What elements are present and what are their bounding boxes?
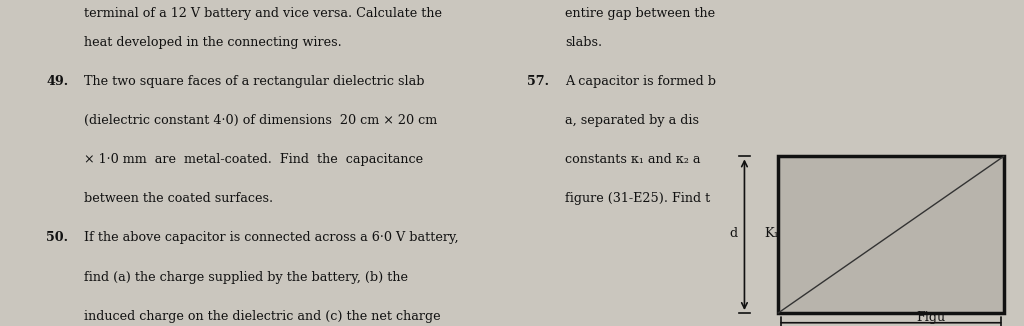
Text: entire gap between the: entire gap between the bbox=[565, 7, 716, 20]
Text: 50.: 50. bbox=[46, 231, 68, 244]
Text: find (a) the charge supplied by the battery, (b) the: find (a) the charge supplied by the batt… bbox=[84, 271, 408, 284]
Text: d: d bbox=[729, 227, 737, 240]
Text: figure (31-E25). Find t: figure (31-E25). Find t bbox=[565, 192, 711, 205]
Text: If the above capacitor is connected across a 6·0 V battery,: If the above capacitor is connected acro… bbox=[84, 231, 459, 244]
Text: slabs.: slabs. bbox=[565, 36, 602, 49]
Text: induced charge on the dielectric and (c) the net charge: induced charge on the dielectric and (c)… bbox=[84, 310, 440, 323]
Text: terminal of a 12 V battery and vice versa. Calculate the: terminal of a 12 V battery and vice vers… bbox=[84, 7, 442, 20]
Text: 49.: 49. bbox=[46, 75, 69, 88]
Text: K₁: K₁ bbox=[764, 227, 778, 240]
Text: 57.: 57. bbox=[527, 75, 549, 88]
Text: heat developed in the connecting wires.: heat developed in the connecting wires. bbox=[84, 36, 342, 49]
Text: constants κ₁ and κ₂ a: constants κ₁ and κ₂ a bbox=[565, 153, 700, 166]
Text: The two square faces of a rectangular dielectric slab: The two square faces of a rectangular di… bbox=[84, 75, 425, 88]
Bar bbox=[778, 156, 1004, 313]
Text: between the coated surfaces.: between the coated surfaces. bbox=[84, 192, 273, 205]
Text: × 1·0 mm  are  metal-coated.  Find  the  capacitance: × 1·0 mm are metal-coated. Find the capa… bbox=[84, 153, 423, 166]
Text: A capacitor is formed b: A capacitor is formed b bbox=[565, 75, 716, 88]
Text: Figu: Figu bbox=[916, 311, 945, 324]
Text: a, separated by a dis: a, separated by a dis bbox=[565, 114, 699, 127]
Text: (dielectric constant 4·0) of dimensions  20 cm × 20 cm: (dielectric constant 4·0) of dimensions … bbox=[84, 114, 437, 127]
